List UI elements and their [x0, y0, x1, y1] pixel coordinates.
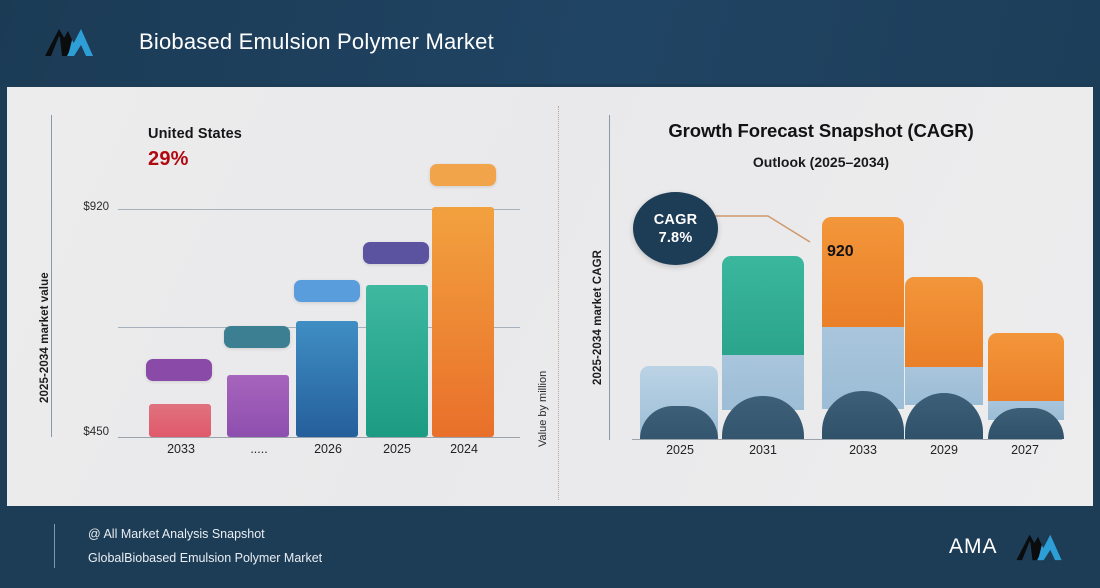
- ama-mountain-logo-icon: [1016, 534, 1062, 561]
- page-header: Biobased Emulsion Polymer Market: [0, 0, 1100, 84]
- cap-marker-dots: [224, 326, 290, 348]
- left-xtick-3: 2025: [383, 442, 411, 456]
- country-label: United States: [148, 126, 242, 142]
- left-chart-panel: 2025-2034 market value Value by million …: [7, 87, 558, 506]
- panel-divider: [558, 106, 559, 500]
- right-x-axis-line: [632, 439, 1062, 440]
- cagr-bubble-label: CAGR: [653, 211, 698, 228]
- bar-2024: [432, 207, 494, 437]
- gridline-920: [118, 209, 520, 210]
- page-title: Biobased Emulsion Polymer Market: [139, 29, 494, 54]
- left-xtick-0: 2033: [167, 442, 195, 456]
- left-xtick-1: .....: [250, 442, 268, 456]
- page-footer: [0, 506, 1100, 588]
- stack-2027-top: [988, 333, 1064, 405]
- cap-marker-2025: [363, 242, 429, 264]
- right-y-axis-line: [609, 115, 610, 440]
- left-xtick-4: 2024: [450, 442, 478, 456]
- cagr-bubble-value: 7.8%: [658, 229, 693, 246]
- bar-2026: [296, 321, 358, 437]
- footer-line-1: @ All Market Analysis Snapshot: [88, 527, 265, 541]
- country-percent: 29%: [148, 148, 189, 170]
- left-y-axis-line: [51, 115, 52, 437]
- bar-2025: [366, 285, 428, 437]
- cap-marker-2033: [146, 359, 212, 381]
- right-xtick-3: 2029: [930, 443, 958, 457]
- right-xtick-0: 2025: [666, 443, 694, 457]
- value-label-920: 920: [827, 243, 854, 260]
- left-ytick-450: $450: [83, 426, 109, 438]
- left-x-axis-line: [118, 437, 520, 438]
- right-y-axis-title: 2025-2034 market CAGR: [592, 249, 604, 385]
- footer-line-2: GlobalBiobased Emulsion Polymer Market: [88, 551, 323, 565]
- left-right-axis-title: Value by million: [537, 370, 549, 447]
- cap-marker-2026: [294, 280, 360, 302]
- footer-brand-text: AMA: [949, 535, 998, 558]
- footer-accent-rule: [54, 524, 55, 568]
- right-xtick-4: 2027: [1011, 443, 1039, 457]
- ama-mountain-logo-icon: [45, 29, 93, 56]
- left-xtick-2: 2026: [314, 442, 342, 456]
- stack-2033-top: [822, 217, 904, 327]
- bar-2033: [149, 404, 211, 437]
- left-y-axis-title: 2025-2034 market value: [39, 272, 51, 403]
- right-chart-subtitle: Outlook (2025–2034): [752, 154, 890, 170]
- stack-2031-top: [722, 256, 804, 355]
- right-xtick-1: 2031: [749, 443, 777, 457]
- cagr-bubble: CAGR 7.8%: [633, 192, 718, 265]
- cap-marker-2024: [430, 164, 496, 186]
- bar-dots: [227, 375, 289, 437]
- stack-2027-base: [988, 408, 1064, 439]
- right-xtick-2: 2033: [849, 443, 877, 457]
- left-ytick-920: $920: [83, 201, 109, 213]
- right-chart-title: Growth Forecast Snapshot (CAGR): [668, 120, 974, 141]
- cagr-connector-line: [712, 215, 811, 243]
- stack-2029-top: [905, 277, 983, 367]
